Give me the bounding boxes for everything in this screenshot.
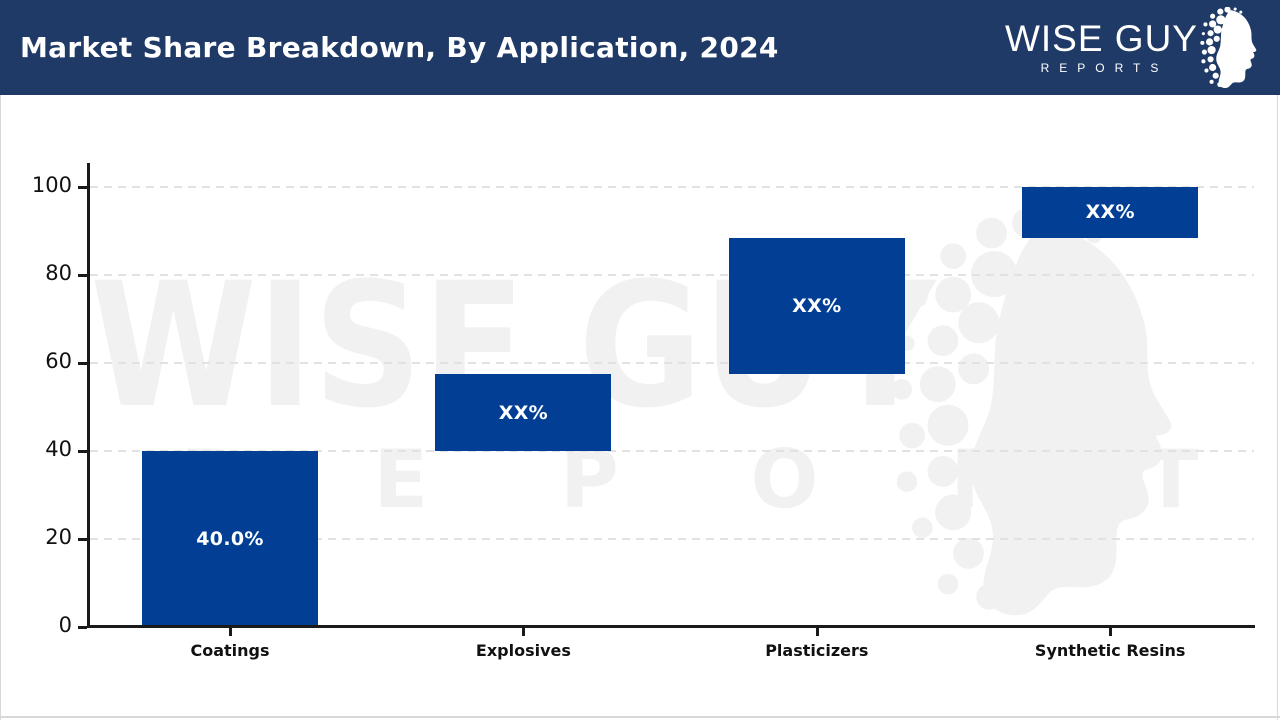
y-tick-100 (78, 186, 87, 189)
bar-explosives: XX% (435, 374, 612, 451)
x-axis-line (87, 625, 1255, 628)
y-tick-0 (78, 626, 87, 629)
x-tick-0 (229, 628, 232, 636)
bar-value-label: XX% (792, 294, 842, 317)
y-tick-60 (78, 362, 87, 365)
x-tick-label-plasticizers: Plasticizers (765, 641, 869, 660)
y-tick-40 (78, 450, 87, 453)
gridline-40 (90, 450, 1254, 452)
y-tick-label-100: 100 (31, 173, 72, 197)
x-tick-label-coatings: Coatings (190, 641, 270, 660)
right-border (1277, 95, 1278, 720)
bottom-border (0, 716, 1280, 718)
y-tick-label-80: 80 (45, 261, 72, 285)
bar-plasticizers: XX% (728, 237, 905, 374)
bar-value-label: XX% (1085, 201, 1135, 224)
header: Market Share Breakdown, By Application, … (0, 0, 1280, 95)
x-tick-1 (522, 628, 526, 636)
y-tick-label-20: 20 (45, 525, 72, 549)
logo-text: WISE GUY REPORTS (1005, 20, 1198, 75)
y-tick-20 (78, 538, 87, 541)
bar-value-label: 40.0% (196, 528, 264, 550)
gridline-20 (90, 538, 1254, 540)
logo-wordmark: WISE GUY (1004, 18, 1198, 59)
y-tick-label-0: 0 (58, 613, 72, 637)
y-tick-label-40: 40 (45, 437, 72, 461)
x-tick-label-explosives: Explosives (475, 641, 571, 660)
left-border (0, 95, 1, 720)
watermark-head-icon (860, 210, 1200, 620)
logo-subtext: REPORTS (1040, 61, 1169, 75)
page-title: Market Share Breakdown, By Application, … (20, 31, 779, 64)
x-tick-2 (815, 628, 819, 636)
x-tick-label-synthetic-resins: Synthetic Resins (1034, 641, 1186, 660)
y-tick-80 (78, 274, 87, 277)
y-axis-line (87, 163, 90, 627)
gridline-100 (90, 186, 1254, 188)
bar-value-label: XX% (498, 401, 549, 424)
bar-coatings: 40.0% (142, 451, 318, 627)
logo-head-icon (1190, 7, 1266, 89)
y-tick-label-60: 60 (45, 349, 72, 373)
bar-synthetic-resins: XX% (1022, 187, 1199, 238)
chart-area: WISE GUY R E P O R T S 40.0%XX%XX%XX% 02… (0, 95, 1280, 720)
brand-logo: WISE GUY REPORTS (1005, 7, 1266, 89)
gridline-80 (90, 274, 1254, 276)
gridline-60 (90, 362, 1254, 364)
x-tick-3 (1109, 628, 1113, 636)
